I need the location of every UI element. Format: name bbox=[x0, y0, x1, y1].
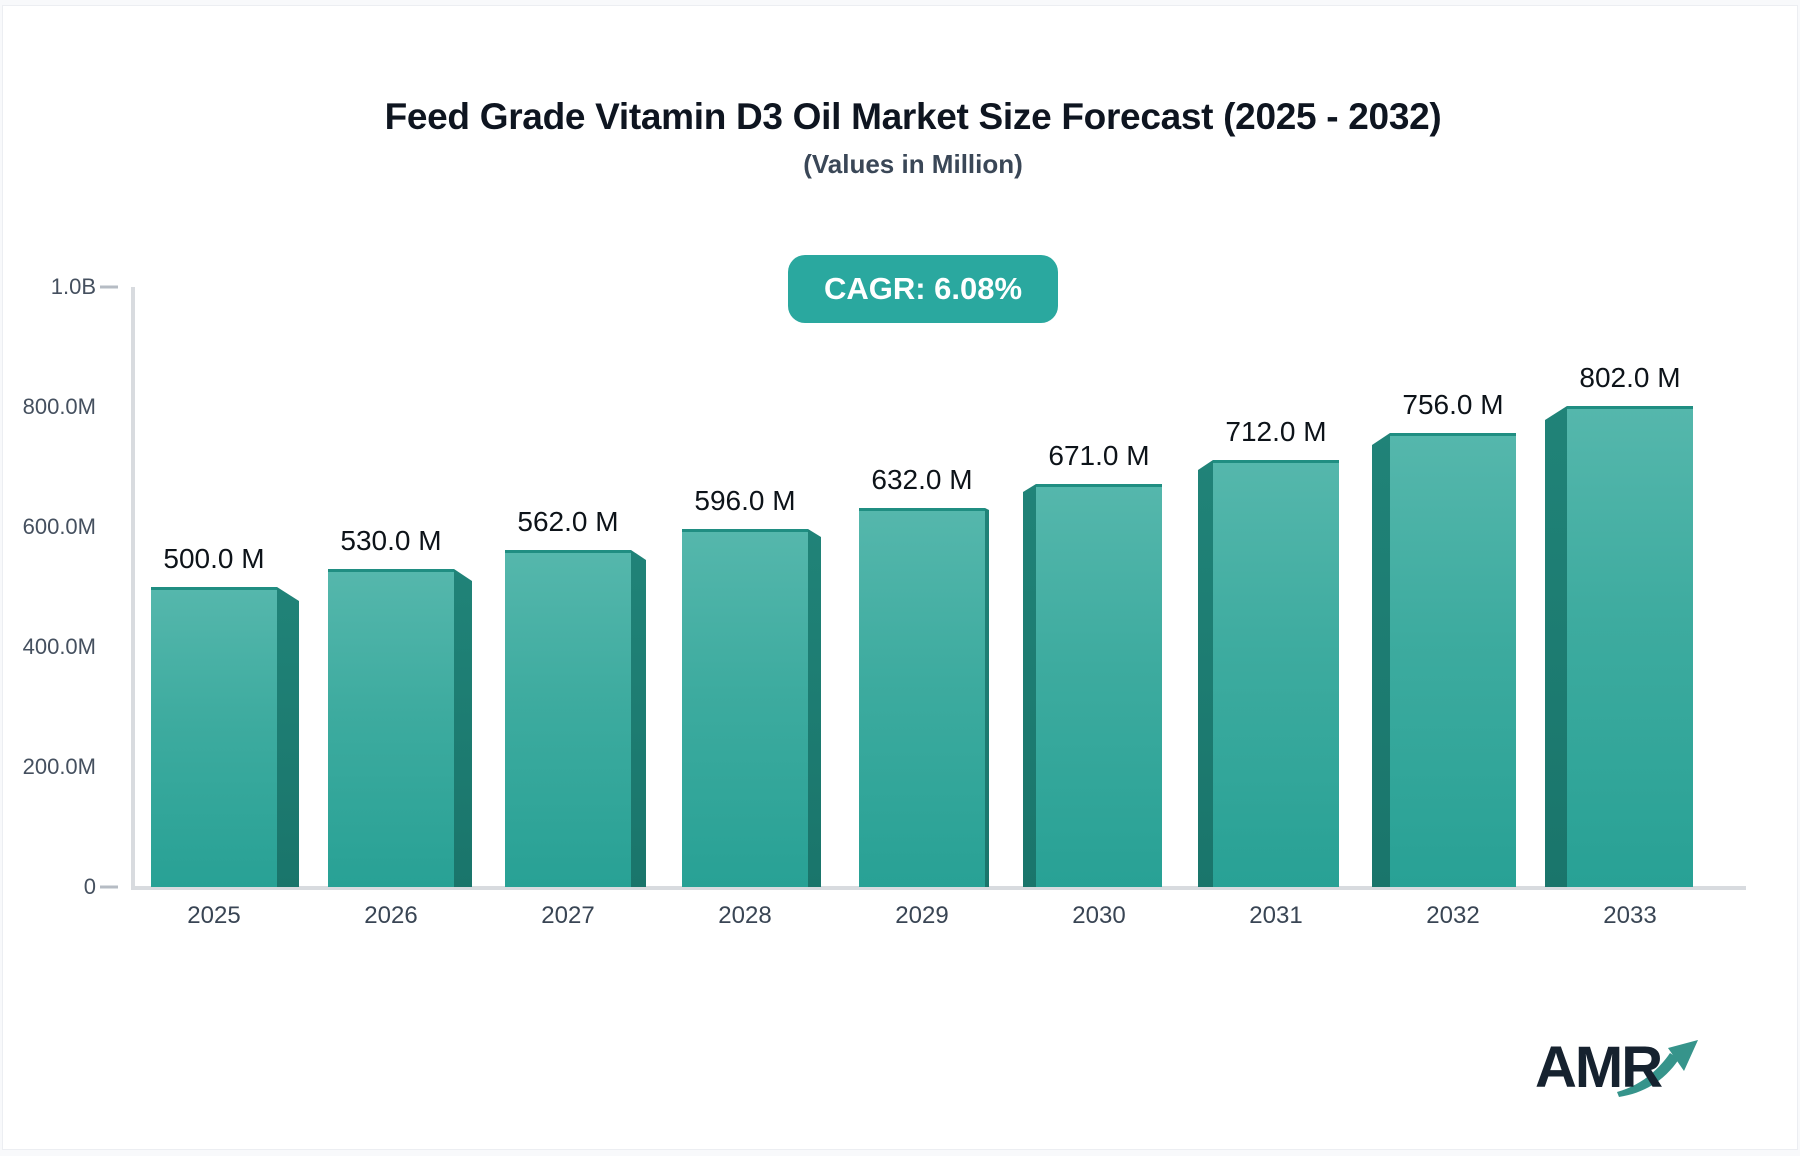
y-axis-label: 200.0M bbox=[22, 754, 96, 779]
bar-face[interactable] bbox=[1390, 433, 1516, 887]
bar-face[interactable] bbox=[151, 587, 277, 887]
chart-title: Feed Grade Vitamin D3 Oil Market Size Fo… bbox=[384, 96, 1442, 137]
bar-3d-side bbox=[1545, 406, 1567, 887]
x-axis-label: 2027 bbox=[541, 902, 595, 929]
y-axis-line bbox=[131, 287, 135, 889]
bar-2027[interactable]: 562.0 M 2027 bbox=[505, 506, 646, 929]
bar-3d-side bbox=[277, 587, 299, 887]
bar-3d-side bbox=[1198, 460, 1213, 887]
x-axis-label: 2029 bbox=[895, 902, 949, 929]
bar-face[interactable] bbox=[1213, 460, 1339, 887]
bar-2028[interactable]: 596.0 M 2028 bbox=[682, 485, 821, 929]
bar-value-label: 712.0 M bbox=[1225, 416, 1327, 447]
bar-3d-side bbox=[1023, 484, 1036, 887]
bar-face[interactable] bbox=[1036, 484, 1162, 887]
bar-2025[interactable]: 500.0 M 2025 bbox=[151, 543, 299, 929]
bar-value-label: 500.0 M bbox=[163, 543, 265, 574]
y-axis-label: 800.0M bbox=[22, 394, 96, 419]
x-axis-label: 2030 bbox=[1072, 902, 1126, 929]
bar-value-label: 596.0 M bbox=[694, 485, 796, 516]
bar-value-label: 530.0 M bbox=[340, 525, 442, 556]
bar-3d-side bbox=[454, 569, 472, 887]
x-axis-label: 2028 bbox=[718, 902, 772, 929]
y-axis-label: 1.0B bbox=[50, 274, 96, 299]
y-axis-label: 0 bbox=[83, 874, 96, 899]
x-axis-line bbox=[131, 886, 1746, 890]
bar-2030[interactable]: 671.0 M 2030 bbox=[1023, 440, 1162, 929]
x-axis-label: 2026 bbox=[364, 902, 418, 929]
bar-value-label: 632.0 M bbox=[871, 464, 973, 495]
bar-face[interactable] bbox=[328, 569, 454, 887]
bar-value-label: 562.0 M bbox=[517, 506, 619, 537]
x-axis-label: 2033 bbox=[1603, 902, 1657, 929]
x-axis-label: 2025 bbox=[187, 902, 241, 929]
bar-2026[interactable]: 530.0 M 2026 bbox=[328, 525, 472, 929]
y-axis-label: 400.0M bbox=[22, 634, 96, 659]
bar-2031[interactable]: 712.0 M 2031 bbox=[1198, 416, 1339, 929]
brand-logo: AMR bbox=[1535, 1034, 1715, 1109]
bar-2033[interactable]: 802.0 M 2033 bbox=[1545, 362, 1693, 929]
growth-arrow-icon bbox=[1617, 1040, 1698, 1097]
bar-face[interactable] bbox=[859, 508, 985, 887]
bar-3d-side bbox=[631, 550, 646, 887]
chart-subtitle: (Values in Million) bbox=[803, 149, 1023, 179]
bar-face[interactable] bbox=[1567, 406, 1693, 887]
y-axis-label: 600.0M bbox=[22, 514, 96, 539]
bar-face[interactable] bbox=[505, 550, 631, 887]
y-axis-tick-dash bbox=[100, 285, 118, 289]
bar-value-label: 756.0 M bbox=[1402, 389, 1504, 420]
x-axis-label: 2032 bbox=[1426, 902, 1480, 929]
cagr-badge: CAGR: 6.08% bbox=[788, 255, 1058, 323]
bar-face[interactable] bbox=[682, 529, 808, 887]
bar-3d-side bbox=[808, 529, 821, 887]
bar-3d-side bbox=[1372, 433, 1390, 887]
y-axis-tick-dash bbox=[100, 885, 118, 889]
x-axis-label: 2031 bbox=[1249, 902, 1303, 929]
brand-logo-text: AMR bbox=[1535, 1035, 1663, 1100]
bar-3d-side bbox=[985, 508, 989, 887]
bar-value-label: 802.0 M bbox=[1579, 362, 1681, 393]
bar-2032[interactable]: 756.0 M 2032 bbox=[1372, 389, 1516, 929]
bar-value-label: 671.0 M bbox=[1048, 440, 1150, 471]
bar-2029[interactable]: 632.0 M 2029 bbox=[859, 464, 989, 929]
